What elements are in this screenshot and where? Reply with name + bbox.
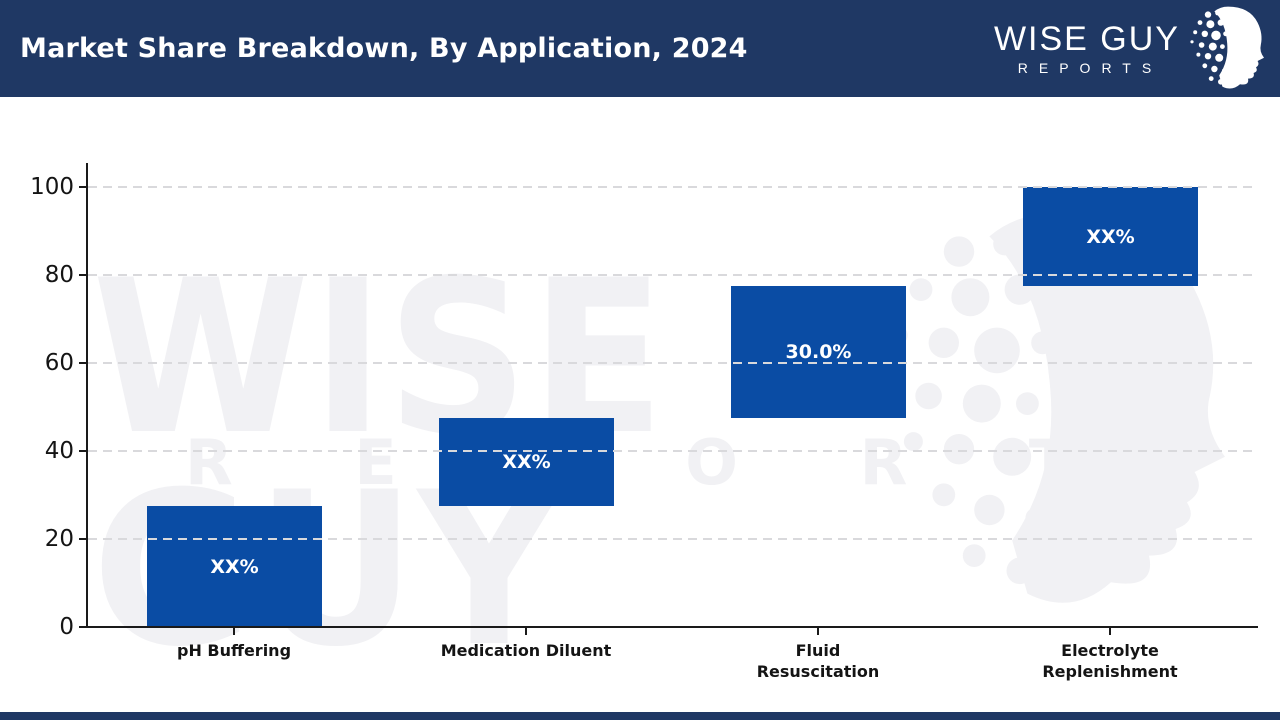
x-tick-ph-buffering [233,627,235,635]
x-tick-electrolyte-replenishment [1109,627,1111,635]
chart-title: Market Share Breakdown, By Application, … [20,33,748,64]
y-axis-line [86,163,88,628]
x-tick-fluid-resuscitation [817,627,819,635]
y-tick-20 [79,538,87,540]
gridline-60 [88,362,1256,364]
y-tick-label-40: 40 [44,438,74,464]
bar-label-medication-diluent: XX% [502,451,551,473]
x-tick-medication-diluent [525,627,527,635]
wiseguy-logo-face-icon [1182,5,1266,93]
gridline-40 [88,450,1256,452]
y-tick-0 [79,626,87,628]
bar-electrolyte-replenishment: XX% [1023,187,1198,286]
wiseguy-logo: WISE GUY REPORTS [994,5,1266,93]
bar-medication-diluent: XX% [439,418,614,506]
y-tick-label-60: 60 [44,350,74,376]
gridline-20 [88,538,1256,540]
wiseguy-logo-text: WISE GUY REPORTS [994,22,1180,76]
wiseguy-logo-name: WISE GUY [993,19,1180,58]
y-tick-80 [79,274,87,276]
gridline-100 [88,186,1256,188]
x-label-fluid-resuscitation: Fluid Resuscitation [756,641,880,681]
watermark-reports-text: R E P O R T S [185,426,1071,556]
x-label-electrolyte-replenishment: Electrolyte Replenishment [1042,641,1178,681]
bar-ph-buffering: XX% [147,506,322,627]
y-tick-label-20: 20 [44,526,74,552]
x-label-ph-buffering: pH Buffering [176,641,292,660]
y-tick-60 [79,362,87,364]
header-banner: Market Share Breakdown, By Application, … [0,0,1280,97]
wiseguy-logo-subtitle: REPORTS [1017,59,1163,76]
y-tick-label-80: 80 [44,262,74,288]
y-tick-40 [79,450,87,452]
y-tick-label-100: 100 [30,174,74,200]
bar-label-electrolyte-replenishment: XX% [1086,225,1135,248]
x-label-medication-diluent: Medication Diluent [440,641,612,660]
y-tick-label-0: 0 [59,614,74,640]
x-axis-line [86,626,1258,628]
bar-label-ph-buffering: XX% [210,555,259,578]
bar-label-fluid-resuscitation: 30.0% [785,341,852,363]
y-tick-100 [79,186,87,188]
bar-fluid-resuscitation: 30.0% [731,286,906,418]
footer-strip [0,712,1280,720]
gridline-80 [88,274,1256,276]
